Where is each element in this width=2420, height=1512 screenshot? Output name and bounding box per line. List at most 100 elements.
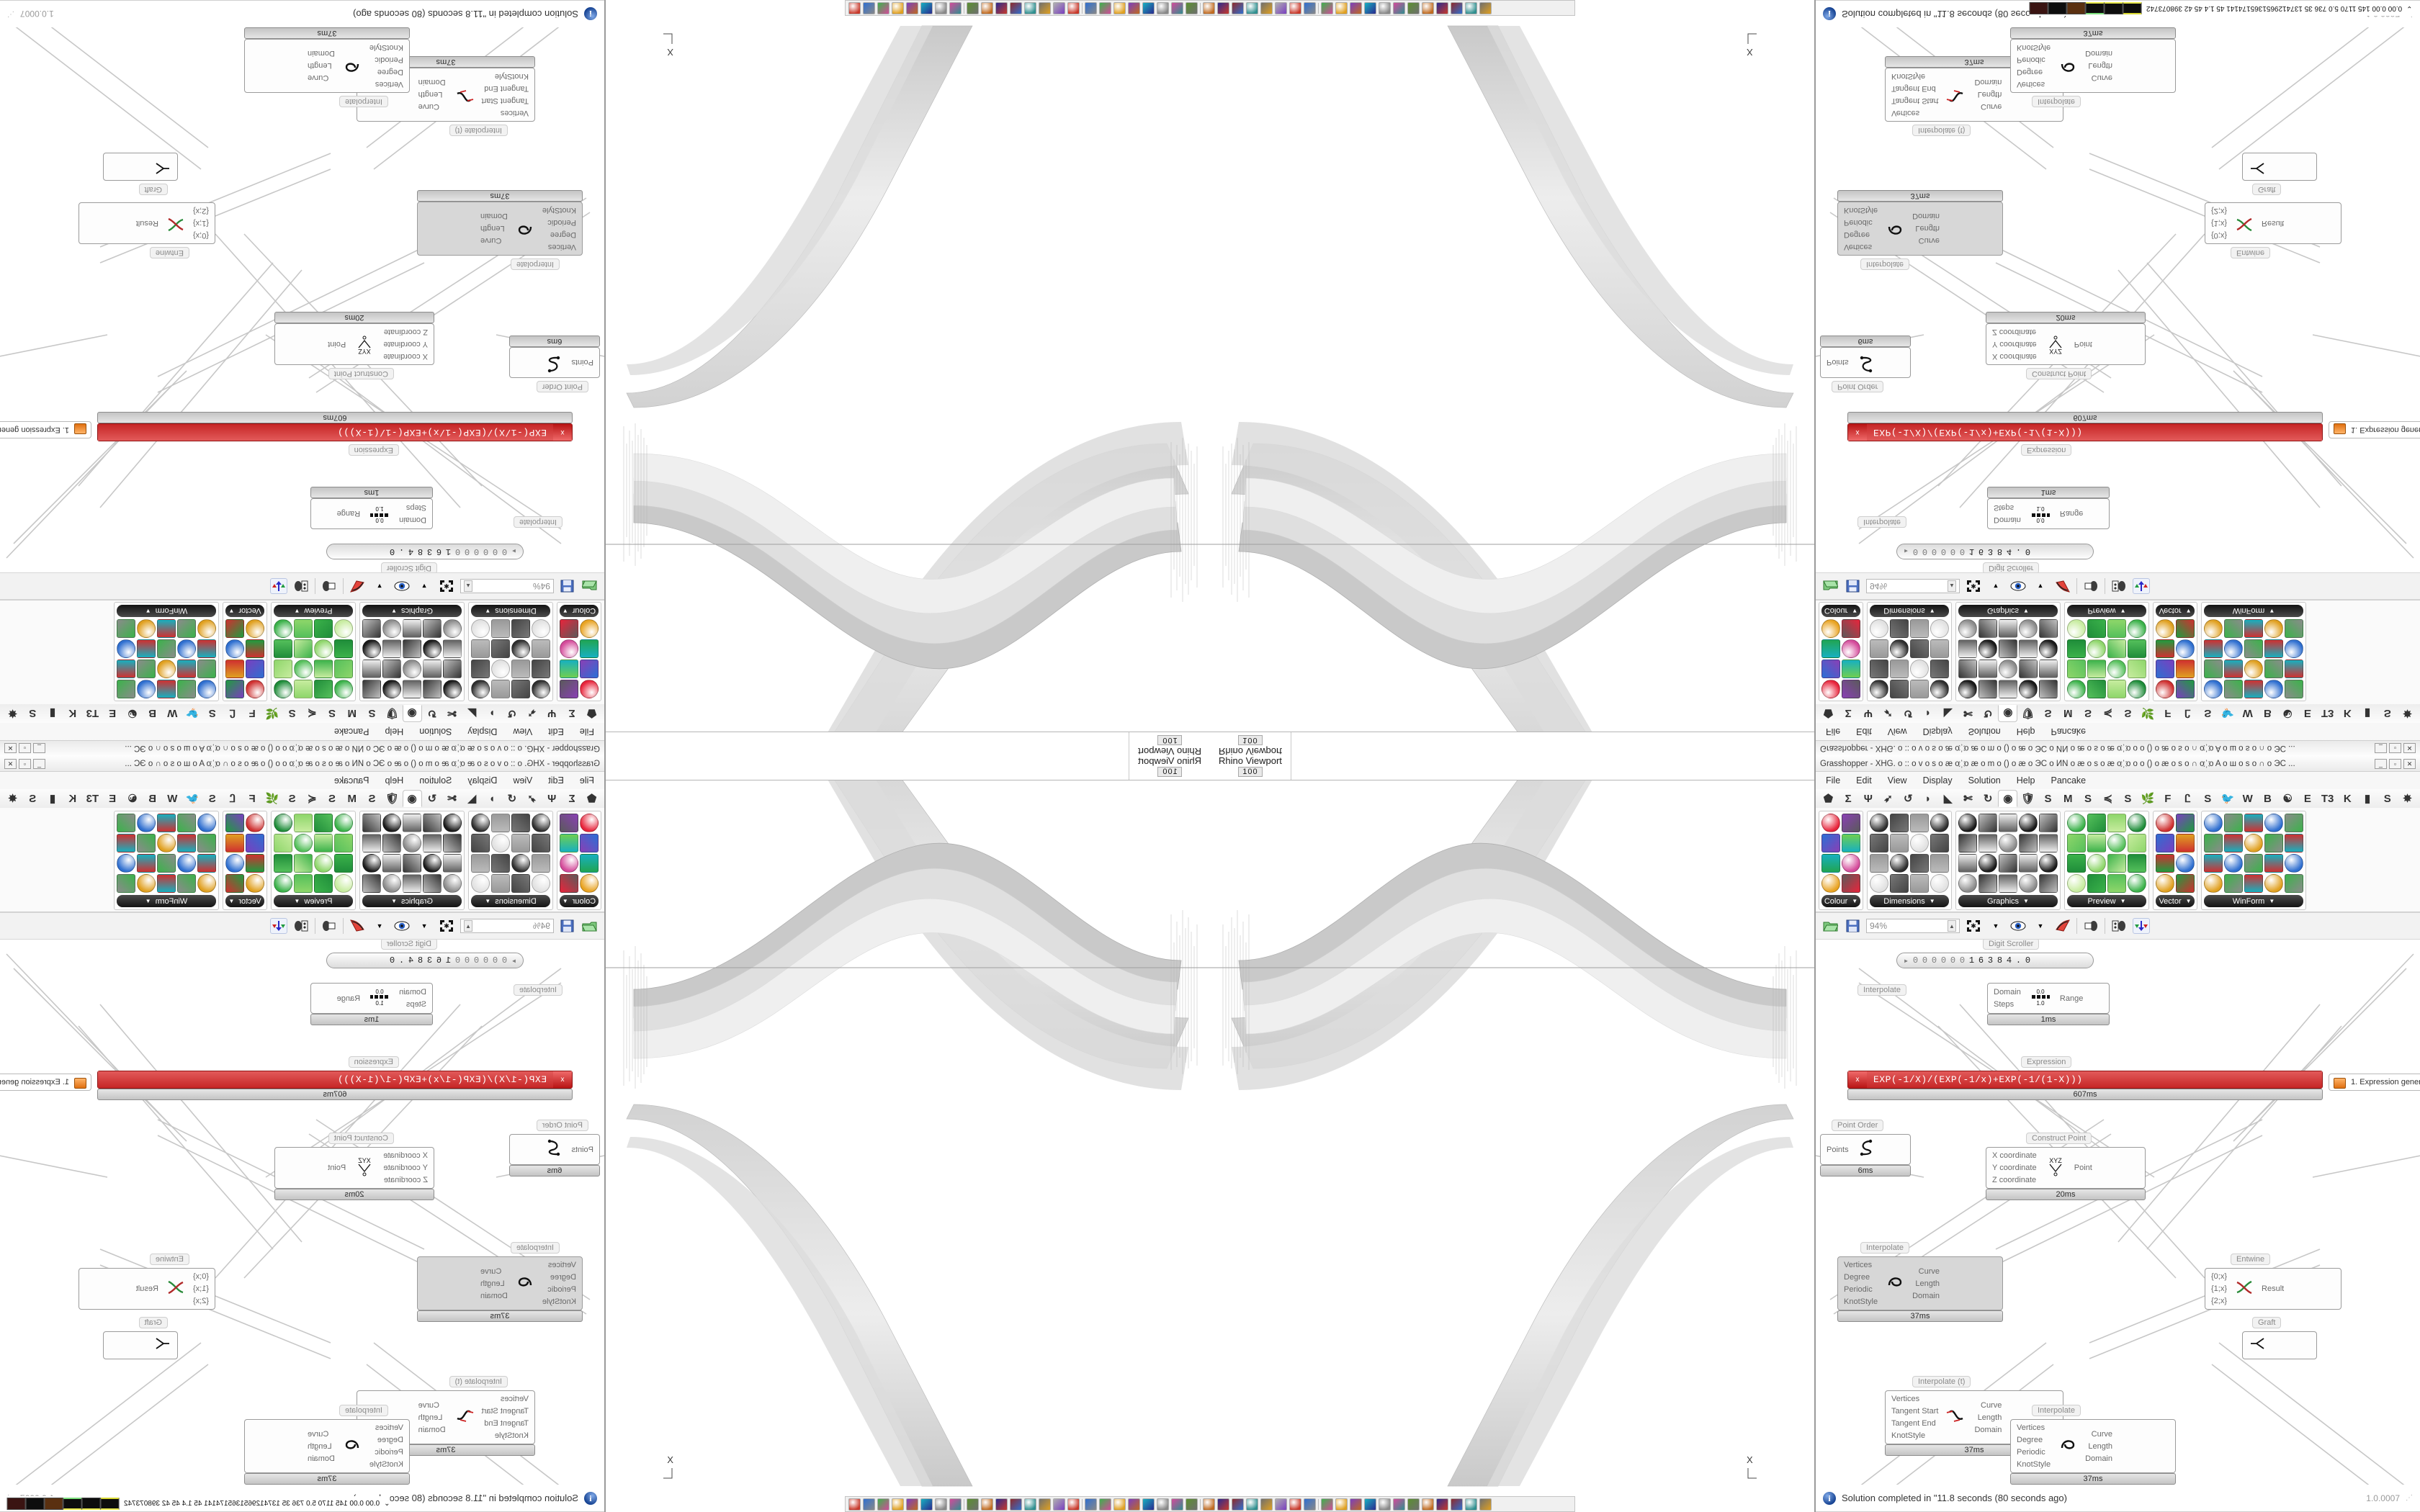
- layer-colour-swatch[interactable]: [45, 1497, 63, 1510]
- ribbon-tab-3[interactable]: ➶: [527, 793, 537, 805]
- port-tangent-start[interactable]: Tangent Start: [481, 96, 529, 105]
- ribbon-tab-row[interactable]: ⬟ Σ Ψ ➶ ↺ ◗ ◣ ✄ ↻ ◉ 🛡 S M S ≼ S 🌿 F Ꮭ S 🐦 W B ☯ E T3 K ▮ S ✸: [0, 789, 604, 808]
- maximize-button[interactable]: ▫: [19, 743, 31, 754]
- menu-item-file[interactable]: File: [1826, 726, 1841, 737]
- component-icon[interactable]: [334, 874, 353, 893]
- component-icon[interactable]: [2224, 814, 2243, 832]
- component-icon[interactable]: [2176, 639, 2195, 658]
- ribbon-tab-14[interactable]: ≼: [308, 707, 317, 719]
- expression-field[interactable]: x EXP(-1/X)/(EXP(-1/x)+EXP(-1/(1-X))): [97, 423, 573, 441]
- node-range-inputs[interactable]: Domain Steps: [1994, 988, 2021, 1009]
- component-icon[interactable]: [2019, 639, 2038, 658]
- component-icon[interactable]: [137, 660, 156, 678]
- ribbon-tab-10[interactable]: 🛡: [385, 793, 399, 805]
- component-icon[interactable]: [511, 814, 530, 832]
- ribbon-tab-25[interactable]: T3: [86, 707, 99, 720]
- port-range[interactable]: Range: [336, 509, 361, 518]
- panel-label-vector[interactable]: Vector ▼: [2156, 605, 2195, 617]
- ribbon-panel-colour[interactable]: Colour ▼: [1819, 602, 1863, 701]
- scroller-digit[interactable]: 0: [483, 546, 489, 557]
- component-icon[interactable]: [246, 660, 264, 678]
- ribbon-tab-16[interactable]: 🌿: [265, 793, 279, 805]
- expression-field[interactable]: x EXP(-1/X)/(EXP(-1/x)+EXP(-1/(1-X))): [1847, 1071, 2323, 1089]
- scroller-digit[interactable]: 8: [1996, 546, 2003, 557]
- component-icon[interactable]: [1910, 874, 1929, 893]
- component-icon[interactable]: [274, 854, 292, 873]
- scroller-digit[interactable]: 3: [1987, 546, 1994, 557]
- port-tangent-start[interactable]: Tangent Start: [1891, 1407, 1939, 1416]
- node-point-order-body[interactable]: Points: [509, 347, 600, 378]
- node-interpolate-2-outputs[interactable]: Curve Length Domain: [308, 50, 335, 83]
- scroller-digit[interactable]: 0: [1940, 546, 1947, 557]
- menu-item-pancake[interactable]: Pancake: [333, 726, 369, 737]
- port-vertices-t[interactable]: Vertices: [500, 1395, 529, 1403]
- node-interpolate-t[interactable]: Vertices Tangent Start Tangent End KnotS…: [1885, 56, 2063, 122]
- component-icon[interactable]: [2224, 680, 2243, 698]
- component-icon[interactable]: [334, 680, 353, 698]
- scroller-digit[interactable]: 0: [1959, 955, 1966, 966]
- ribbon-tab-10[interactable]: 🛡: [385, 707, 399, 719]
- component-icon[interactable]: [2019, 660, 2038, 678]
- port-curve[interactable]: Curve: [480, 236, 502, 246]
- port-tangent-end[interactable]: Tangent End: [484, 84, 529, 93]
- node-point-order-inputs[interactable]: Points: [571, 359, 593, 367]
- rhino-toolbar-icon[interactable]: [1039, 1, 1051, 14]
- component-icon[interactable]: [2067, 639, 2086, 658]
- rhino-toolbar-icon[interactable]: [1379, 1, 1391, 14]
- node-interpolate-main-outputs[interactable]: Curve Length Domain: [1912, 1267, 1940, 1300]
- component-icon[interactable]: [274, 639, 292, 658]
- component-icon[interactable]: [274, 619, 292, 638]
- component-icon[interactable]: [117, 854, 135, 873]
- component-icon[interactable]: [177, 639, 196, 658]
- node-expression[interactable]: x EXP(-1/X)/(EXP(-1/x)+EXP(-1/(1-X))) 60…: [97, 412, 573, 441]
- scroller-digit[interactable]: 3: [426, 546, 433, 557]
- port-points[interactable]: Points: [571, 1145, 593, 1154]
- scroller-digit[interactable]: 1: [445, 955, 452, 966]
- component-icon[interactable]: [2224, 660, 2243, 678]
- rhino-toolbar-icon[interactable]: [1010, 1, 1022, 14]
- node-interpolate-t-body[interactable]: Vertices Tangent Start Tangent End KnotS…: [357, 1390, 535, 1444]
- close-button[interactable]: ✕: [2403, 743, 2416, 754]
- chevron-down-icon[interactable]: ▼: [1852, 608, 1858, 614]
- component-icon[interactable]: [532, 854, 550, 873]
- rhino-toolbar-icon[interactable]: [949, 1498, 962, 1511]
- node-construct-point-inputs[interactable]: X coordinate Y coordinate Z coordinate: [1992, 328, 2037, 361]
- ribbon-tab-24[interactable]: E: [2303, 707, 2311, 720]
- port-curve-2[interactable]: Curve: [2091, 1429, 2112, 1439]
- component-icon[interactable]: [1978, 874, 1997, 893]
- component-icon[interactable]: [560, 680, 578, 698]
- rhino-toolbar-icon[interactable]: [863, 1, 875, 14]
- menu-item-file[interactable]: File: [579, 775, 594, 786]
- node-entwine-body[interactable]: {0;x} {1;x} {2;x} Result: [79, 1268, 215, 1310]
- chevron-down-icon[interactable]: ▼: [421, 582, 428, 590]
- grasshopper-node-canvas[interactable]: Digit Scroller ▸ 0 0 0 0 0 0 1 6 3 8 4. 0 Domain Ste…: [1816, 27, 2420, 572]
- rhino-toolbar-icon[interactable]: [1113, 1498, 1126, 1511]
- component-icon[interactable]: [423, 874, 442, 893]
- ribbon-tab-23[interactable]: ☯: [2282, 707, 2293, 719]
- port-result[interactable]: Result: [2262, 1284, 2285, 1293]
- component-ribbon[interactable]: ⬟ Σ Ψ ➶ ↺ ◗ ◣ ✄ ↻ ◉ 🛡 S M S ≼ S 🌿 F Ꮭ S 🐦 W B ☯ E T3 K ▮ S ✸ Colour ▼ D…: [1816, 789, 2420, 912]
- component-icon[interactable]: [580, 660, 599, 678]
- node-point-order[interactable]: Points 6ms: [1820, 336, 1911, 378]
- chevron-down-icon[interactable]: ▼: [391, 898, 397, 904]
- rhino-viewport-tabs[interactable]: Rhino Viewport 100: [606, 732, 1210, 756]
- scroller-digit[interactable]: 1: [445, 546, 452, 557]
- ribbon-tab-19[interactable]: S: [208, 792, 216, 805]
- maximize-button[interactable]: ▫: [19, 758, 31, 769]
- rhino-toolbar-icon[interactable]: [1436, 1, 1448, 14]
- component-icon[interactable]: [2285, 660, 2303, 678]
- component-icon[interactable]: [1870, 814, 1888, 832]
- component-icon[interactable]: [403, 639, 421, 658]
- node-interpolate-main-inputs[interactable]: Vertices Degree Periodic KnotStyle: [1844, 1261, 1878, 1306]
- rhino-toolbar-icon[interactable]: [1350, 1498, 1362, 1511]
- ribbon-panel-dimensions[interactable]: Dimensions ▼: [1867, 602, 1952, 701]
- component-icon[interactable]: [2244, 619, 2263, 638]
- rhino-canvas[interactable]: X: [605, 0, 1210, 756]
- cluster-icon[interactable]: [2110, 918, 2128, 934]
- component-icon[interactable]: [197, 834, 216, 852]
- ribbon-tab-18[interactable]: Ꮭ: [229, 792, 236, 805]
- ribbon-tab-29[interactable]: ✸: [8, 707, 17, 719]
- component-icon[interactable]: [2285, 639, 2303, 658]
- component-icon[interactable]: [2019, 874, 2038, 893]
- ribbon-tab-9[interactable]: ◉: [1998, 790, 2018, 807]
